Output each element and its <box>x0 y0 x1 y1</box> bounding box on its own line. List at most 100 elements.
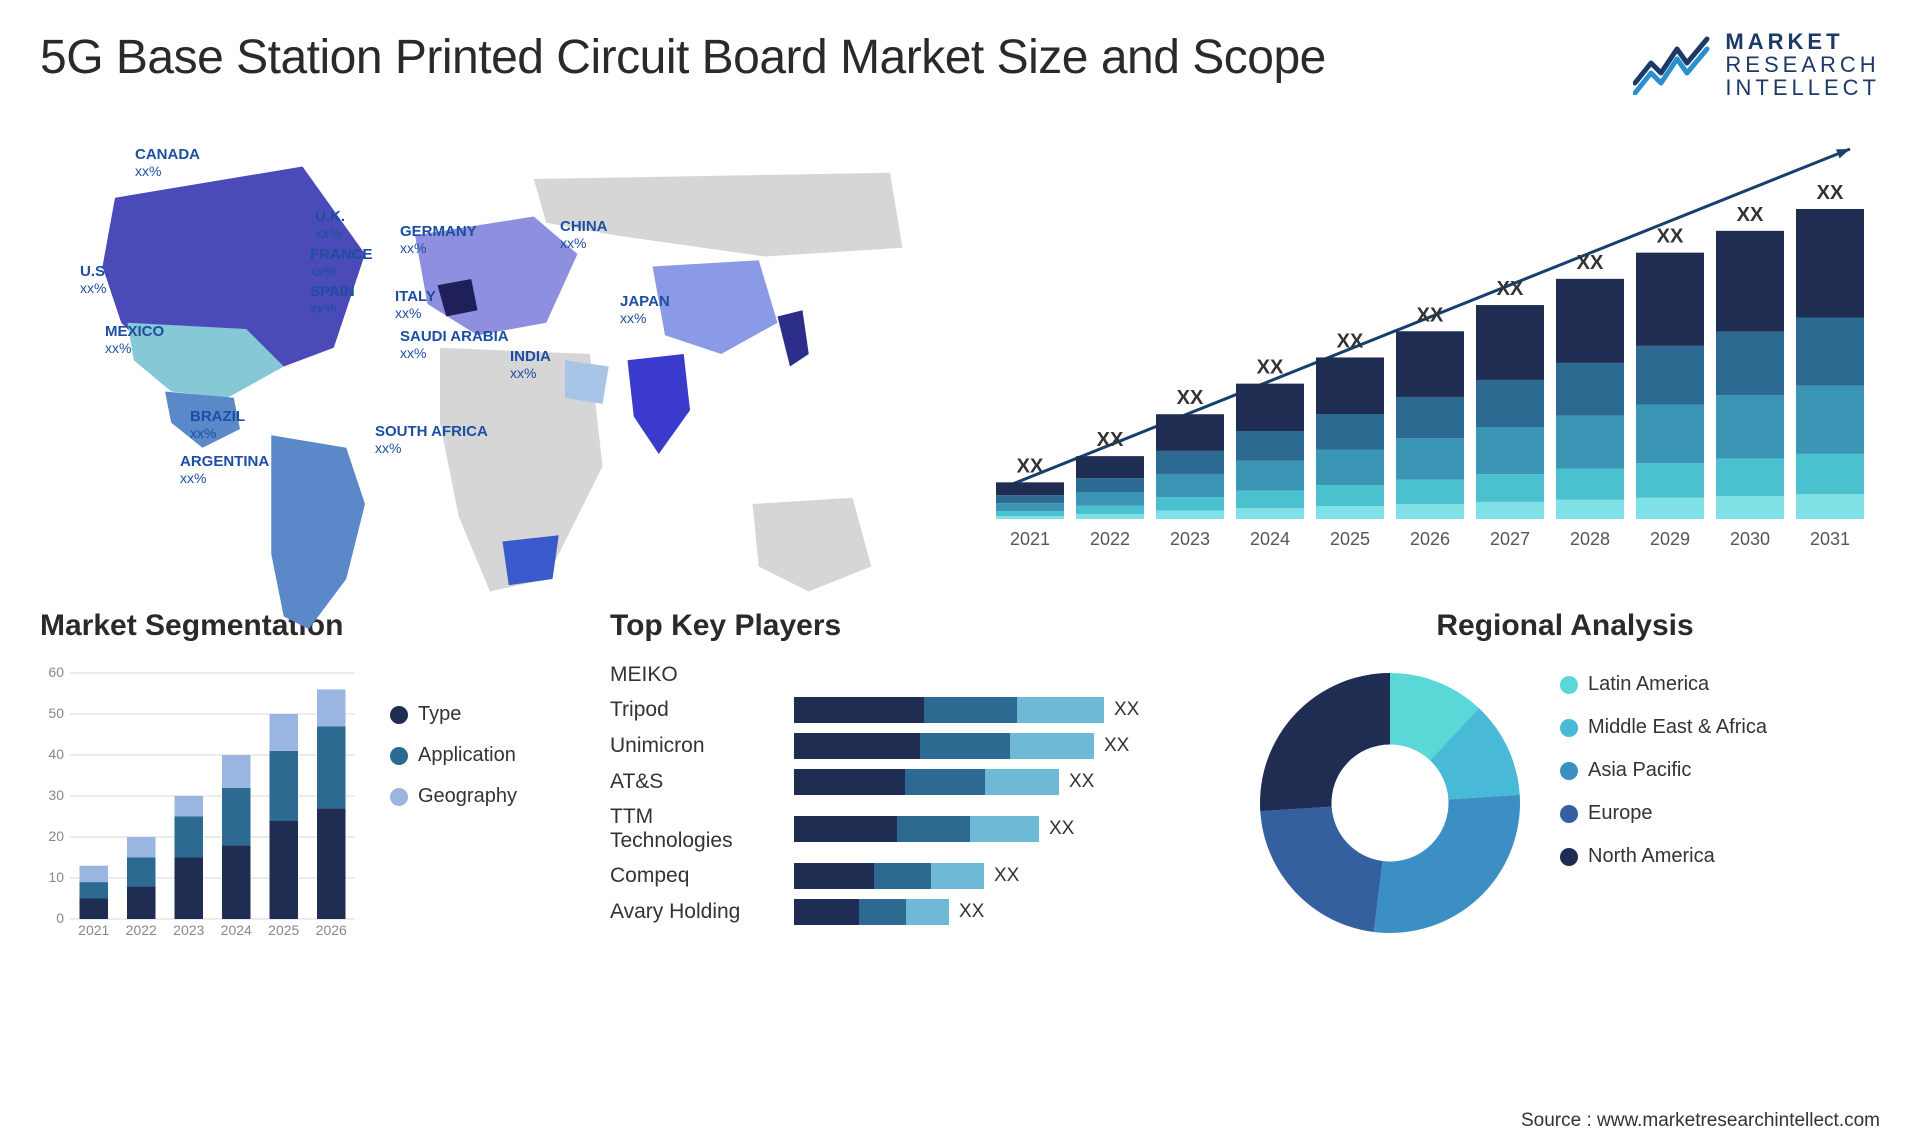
donut-slice <box>1260 673 1390 811</box>
main-bar-seg <box>1236 491 1304 509</box>
main-bar-seg <box>1316 485 1384 506</box>
regional-legend-item: North America <box>1560 845 1767 868</box>
player-value: XX <box>994 865 1019 887</box>
seg-bar-seg <box>317 690 346 727</box>
main-bar-year: 2023 <box>1170 529 1210 549</box>
main-bar-seg <box>1076 506 1144 514</box>
legend-label: Type <box>418 703 461 726</box>
main-bar-seg <box>1156 414 1224 451</box>
main-bar-value: XX <box>1017 456 1044 478</box>
main-bar-seg <box>1636 463 1704 498</box>
main-bar-seg <box>1076 514 1144 519</box>
main-bar-value: XX <box>1657 226 1684 248</box>
player-name: Avary Holding <box>610 900 780 924</box>
main-bar-seg <box>1316 506 1384 519</box>
player-name: Tripod <box>610 698 780 722</box>
player-bar-seg <box>906 899 949 925</box>
main-bar-value: XX <box>1817 182 1844 204</box>
seg-bar-seg <box>127 837 156 858</box>
top-row: CANADAxx%U.S.xx%MEXICOxx%BRAZILxx%ARGENT… <box>40 129 1880 559</box>
main-bar-year: 2026 <box>1410 529 1450 549</box>
logo-mark-icon <box>1633 35 1713 95</box>
main-bar-seg <box>1396 480 1464 504</box>
legend-dot-icon <box>1560 805 1578 823</box>
legend-label: Middle East & Africa <box>1588 716 1767 739</box>
main-bar-seg <box>1636 405 1704 464</box>
regional-panel: Regional Analysis Latin America Middle Ea… <box>1250 609 1880 943</box>
seg-ytick: 30 <box>48 787 64 803</box>
main-bar-seg <box>996 495 1064 503</box>
seg-bar-seg <box>175 858 204 920</box>
main-bar-seg <box>996 516 1064 519</box>
player-name: TTM Technologies <box>610 805 780 853</box>
main-bar-seg <box>1796 494 1864 519</box>
main-bar-seg <box>1556 469 1624 500</box>
player-bar-wrap: XX <box>794 816 1074 842</box>
seg-bar-seg <box>222 845 251 919</box>
player-bar-seg <box>985 769 1059 795</box>
player-value: XX <box>1069 771 1094 793</box>
regional-title: Regional Analysis <box>1250 609 1880 643</box>
main-bar-seg <box>1236 384 1304 431</box>
seg-bar-seg <box>222 788 251 845</box>
seg-year: 2026 <box>316 922 347 938</box>
main-bar-value: XX <box>1577 252 1604 274</box>
player-bar-wrap: XX <box>794 769 1094 795</box>
main-bar-seg <box>1556 363 1624 416</box>
map-label-argentina: ARGENTINAxx% <box>180 454 269 486</box>
legend-label: Asia Pacific <box>1588 759 1691 782</box>
main-bar-seg <box>1076 492 1144 506</box>
player-bar-wrap: XX <box>794 697 1139 723</box>
main-bar-seg <box>1636 346 1704 405</box>
player-bar <box>794 697 1104 723</box>
player-bar-seg <box>931 863 984 889</box>
legend-dot-icon <box>390 788 408 806</box>
player-bar <box>794 816 1039 842</box>
regional-legend-item: Europe <box>1560 802 1767 825</box>
player-row: TTM Technologies XX <box>610 805 1210 853</box>
player-bar-seg <box>1017 697 1104 723</box>
map-label-saudi-arabia: SAUDI ARABIAxx% <box>400 329 509 361</box>
player-bar-wrap: XX <box>794 733 1129 759</box>
main-bar-year: 2022 <box>1090 529 1130 549</box>
player-row: AT&S XX <box>610 769 1210 795</box>
player-value: XX <box>1049 818 1074 840</box>
main-chart: XX2021XX2022XX2023XX2024XX2025XX2026XX20… <box>980 129 1880 559</box>
map-region-south-africa-region <box>503 536 559 586</box>
map-region-japan <box>778 311 809 367</box>
main-bar-year: 2031 <box>1810 529 1850 549</box>
main-bar-value: XX <box>1417 305 1444 327</box>
player-name: Compeq <box>610 864 780 888</box>
main-bar-seg <box>1156 497 1224 511</box>
main-chart-panel: XX2021XX2022XX2023XX2024XX2025XX2026XX20… <box>980 129 1880 559</box>
player-bar-seg <box>794 863 874 889</box>
player-value: XX <box>1104 735 1129 757</box>
seg-year: 2023 <box>173 922 204 938</box>
main-bar-seg <box>1716 231 1784 332</box>
player-name: AT&S <box>610 770 780 794</box>
main-bar-year: 2025 <box>1330 529 1370 549</box>
main-bar-seg <box>1636 498 1704 519</box>
seg-bar-seg <box>80 899 109 920</box>
segmentation-legend: TypeApplicationGeography <box>390 703 517 808</box>
legend-label: North America <box>1588 845 1715 868</box>
main-bar-seg <box>1556 279 1624 363</box>
seg-ytick: 60 <box>48 664 64 680</box>
legend-dot-icon <box>1560 762 1578 780</box>
logo-line-1: MARKET <box>1725 30 1880 53</box>
player-bar-wrap: XX <box>794 863 1019 889</box>
main-bar-seg <box>1076 456 1144 478</box>
main-bar-year: 2028 <box>1570 529 1610 549</box>
main-bar-value: XX <box>1177 387 1204 409</box>
legend-label: Latin America <box>1588 673 1709 696</box>
player-bar-seg <box>897 816 971 842</box>
main-bar-seg <box>1316 358 1384 415</box>
main-bar-seg <box>1796 318 1864 386</box>
map-label-canada: CANADAxx% <box>135 147 200 179</box>
main-bar-year: 2029 <box>1650 529 1690 549</box>
main-bar-seg <box>996 512 1064 517</box>
map-region-saudi <box>565 361 609 405</box>
page-title: 5G Base Station Printed Circuit Board Ma… <box>40 30 1326 85</box>
player-bar-wrap: XX <box>794 899 984 925</box>
seg-ytick: 10 <box>48 869 64 885</box>
